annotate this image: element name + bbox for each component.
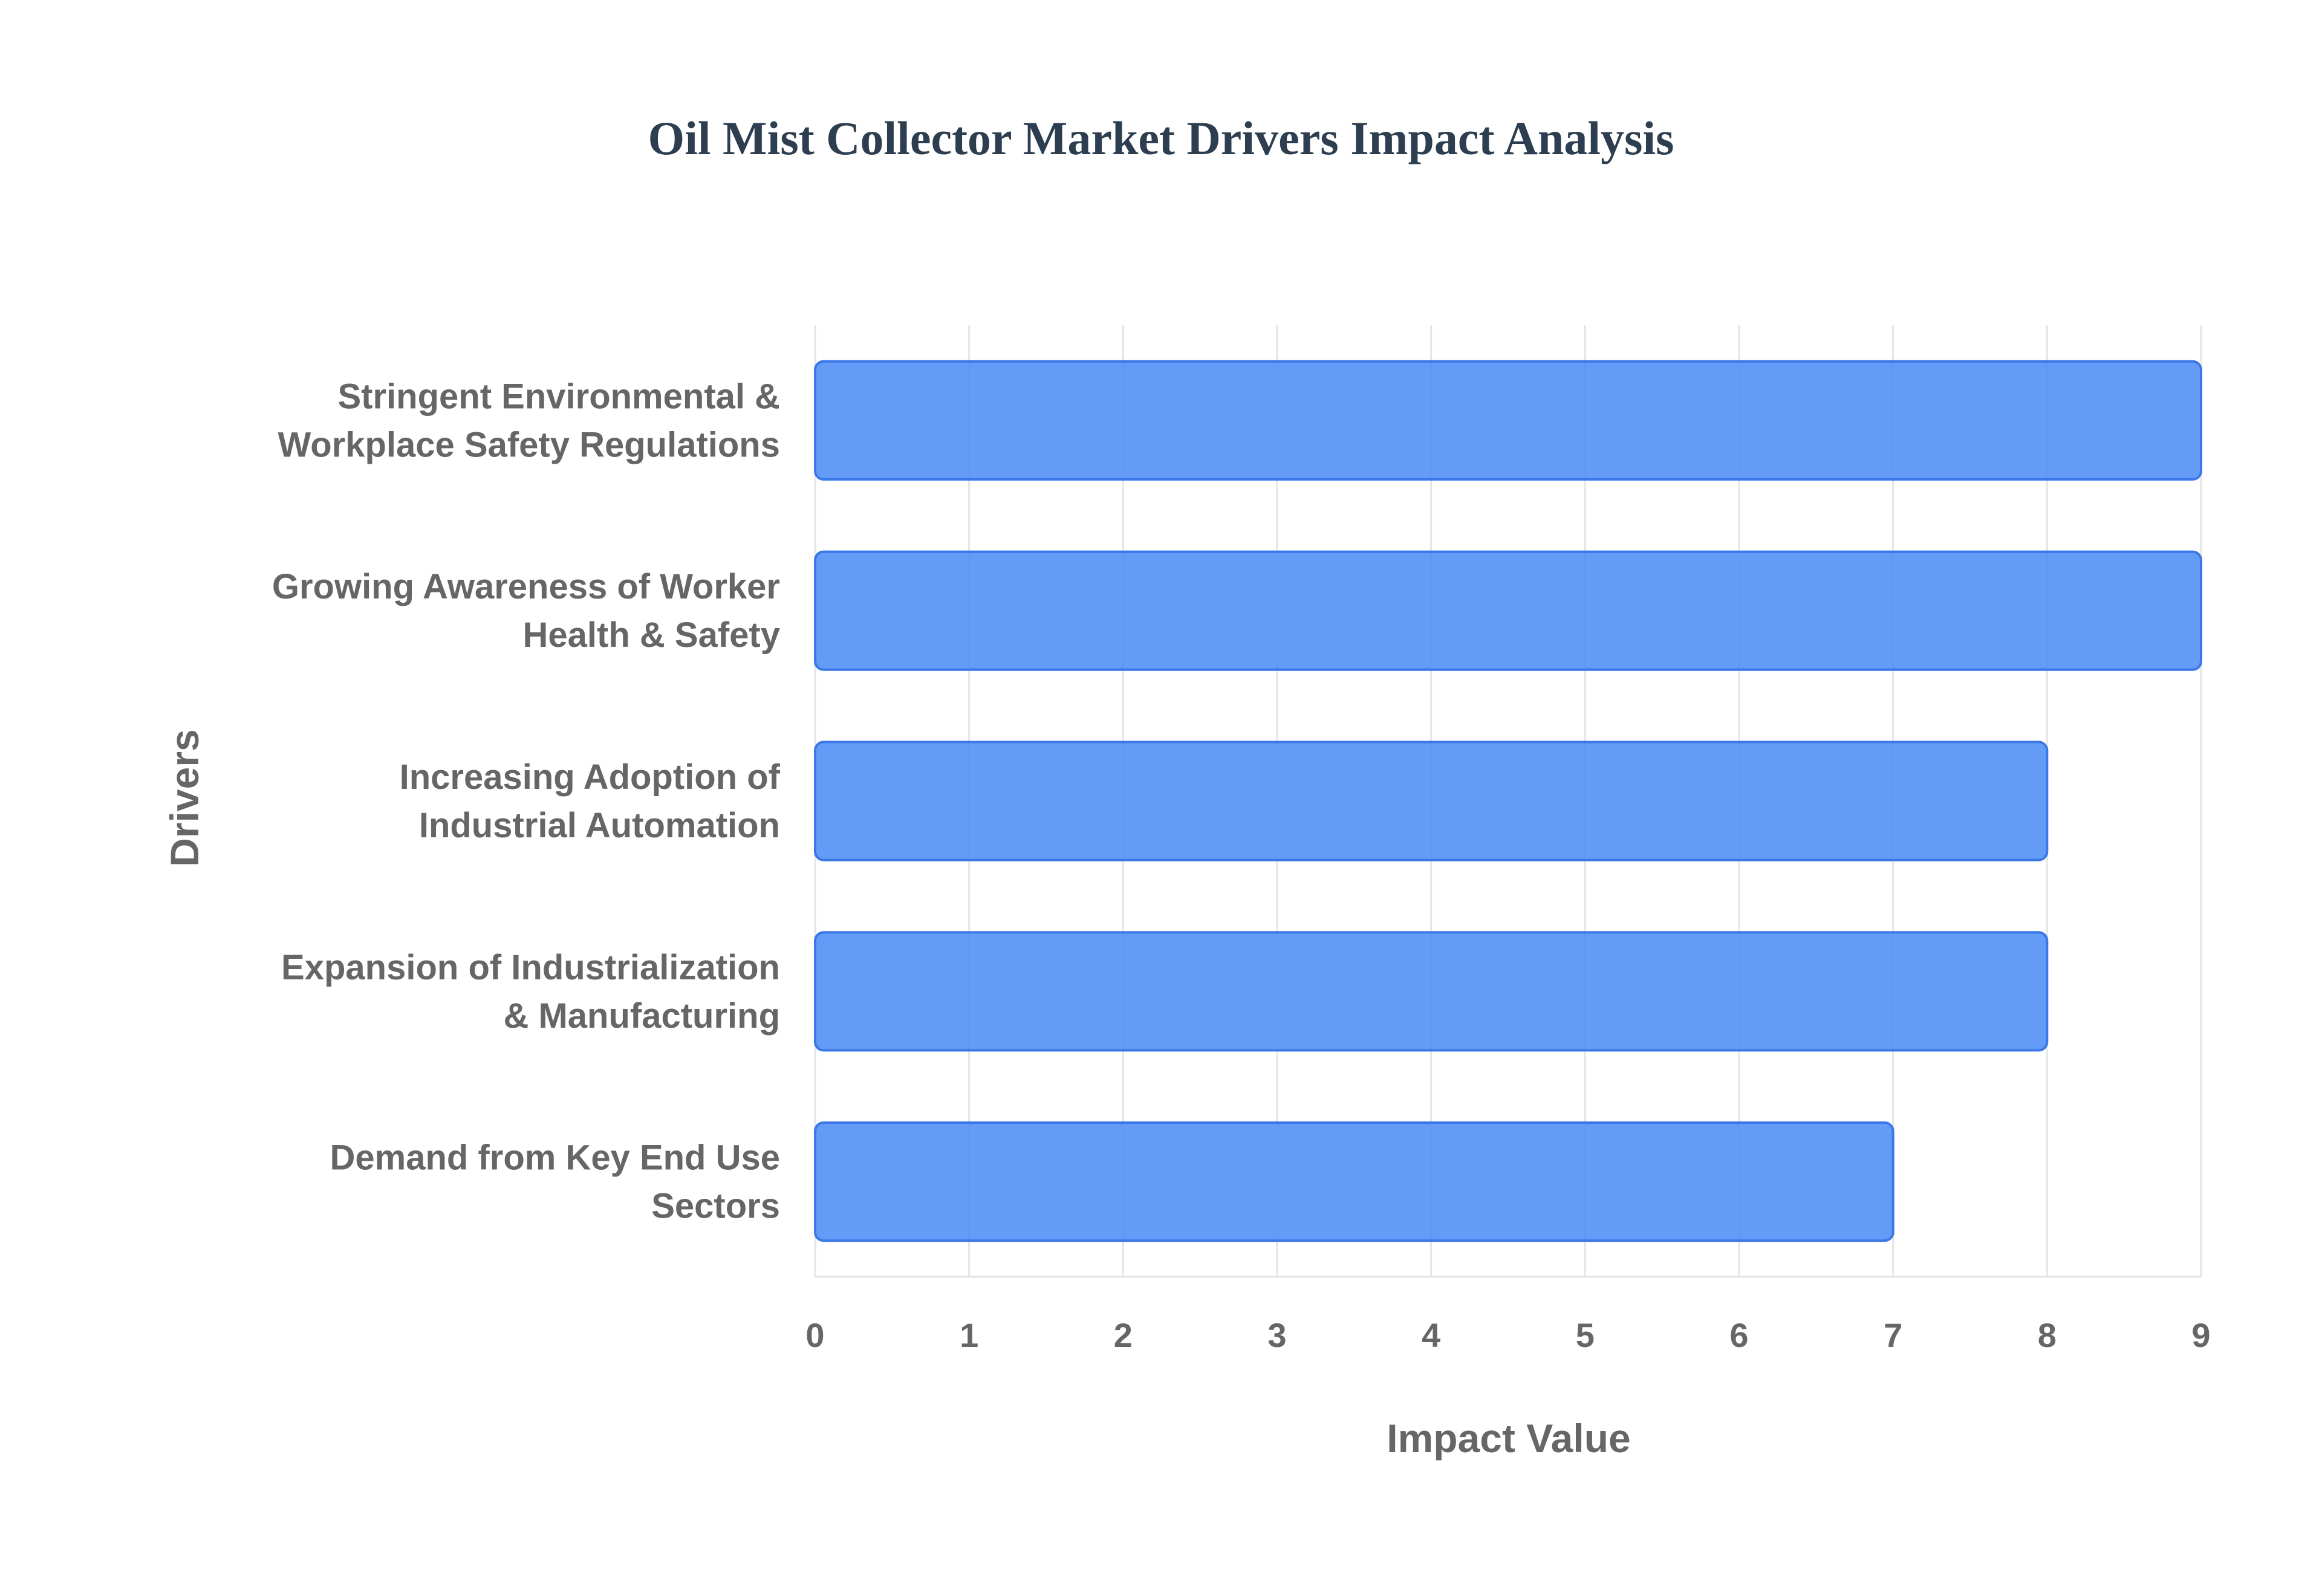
bar bbox=[814, 360, 2202, 481]
x-tick-label: 7 bbox=[1884, 1316, 1902, 1354]
x-tick-label: 9 bbox=[2191, 1316, 2210, 1354]
x-tick-label: 0 bbox=[805, 1316, 824, 1354]
bar bbox=[814, 1121, 1894, 1242]
x-tick-label: 8 bbox=[2038, 1316, 2057, 1354]
bars bbox=[814, 360, 2202, 1242]
category-labels: Stringent Environmental & Workplace Safet… bbox=[272, 377, 781, 1225]
category-label: Expansion of Industrialization & Manufact… bbox=[281, 948, 780, 1036]
x-tick-label: 2 bbox=[1114, 1316, 1133, 1354]
x-tick-label: 1 bbox=[960, 1316, 978, 1354]
category-label: Growing Awareness of Worker Health & Safe… bbox=[272, 567, 780, 655]
category-label: Increasing Adoption of Industrial Automat… bbox=[400, 757, 781, 845]
category-label: Stringent Environmental & Workplace Safet… bbox=[278, 377, 781, 464]
chart-title: Oil Mist Collector Market Drivers Impact… bbox=[648, 112, 1674, 164]
y-axis-title: Drivers bbox=[162, 729, 207, 867]
category-label: Demand from Key End Use Sectors bbox=[330, 1138, 780, 1226]
bar bbox=[814, 550, 2202, 671]
bar bbox=[814, 931, 2049, 1052]
x-tick-label: 3 bbox=[1267, 1316, 1286, 1354]
x-tick-labels: 0 1 2 3 4 5 6 7 8 9 bbox=[805, 1316, 2210, 1354]
x-tick-label: 5 bbox=[1576, 1316, 1595, 1354]
x-axis-title: Impact Value bbox=[1387, 1416, 1631, 1461]
x-tick-label: 4 bbox=[1422, 1316, 1440, 1354]
x-tick-label: 6 bbox=[1729, 1316, 1748, 1354]
bar bbox=[814, 741, 2049, 861]
